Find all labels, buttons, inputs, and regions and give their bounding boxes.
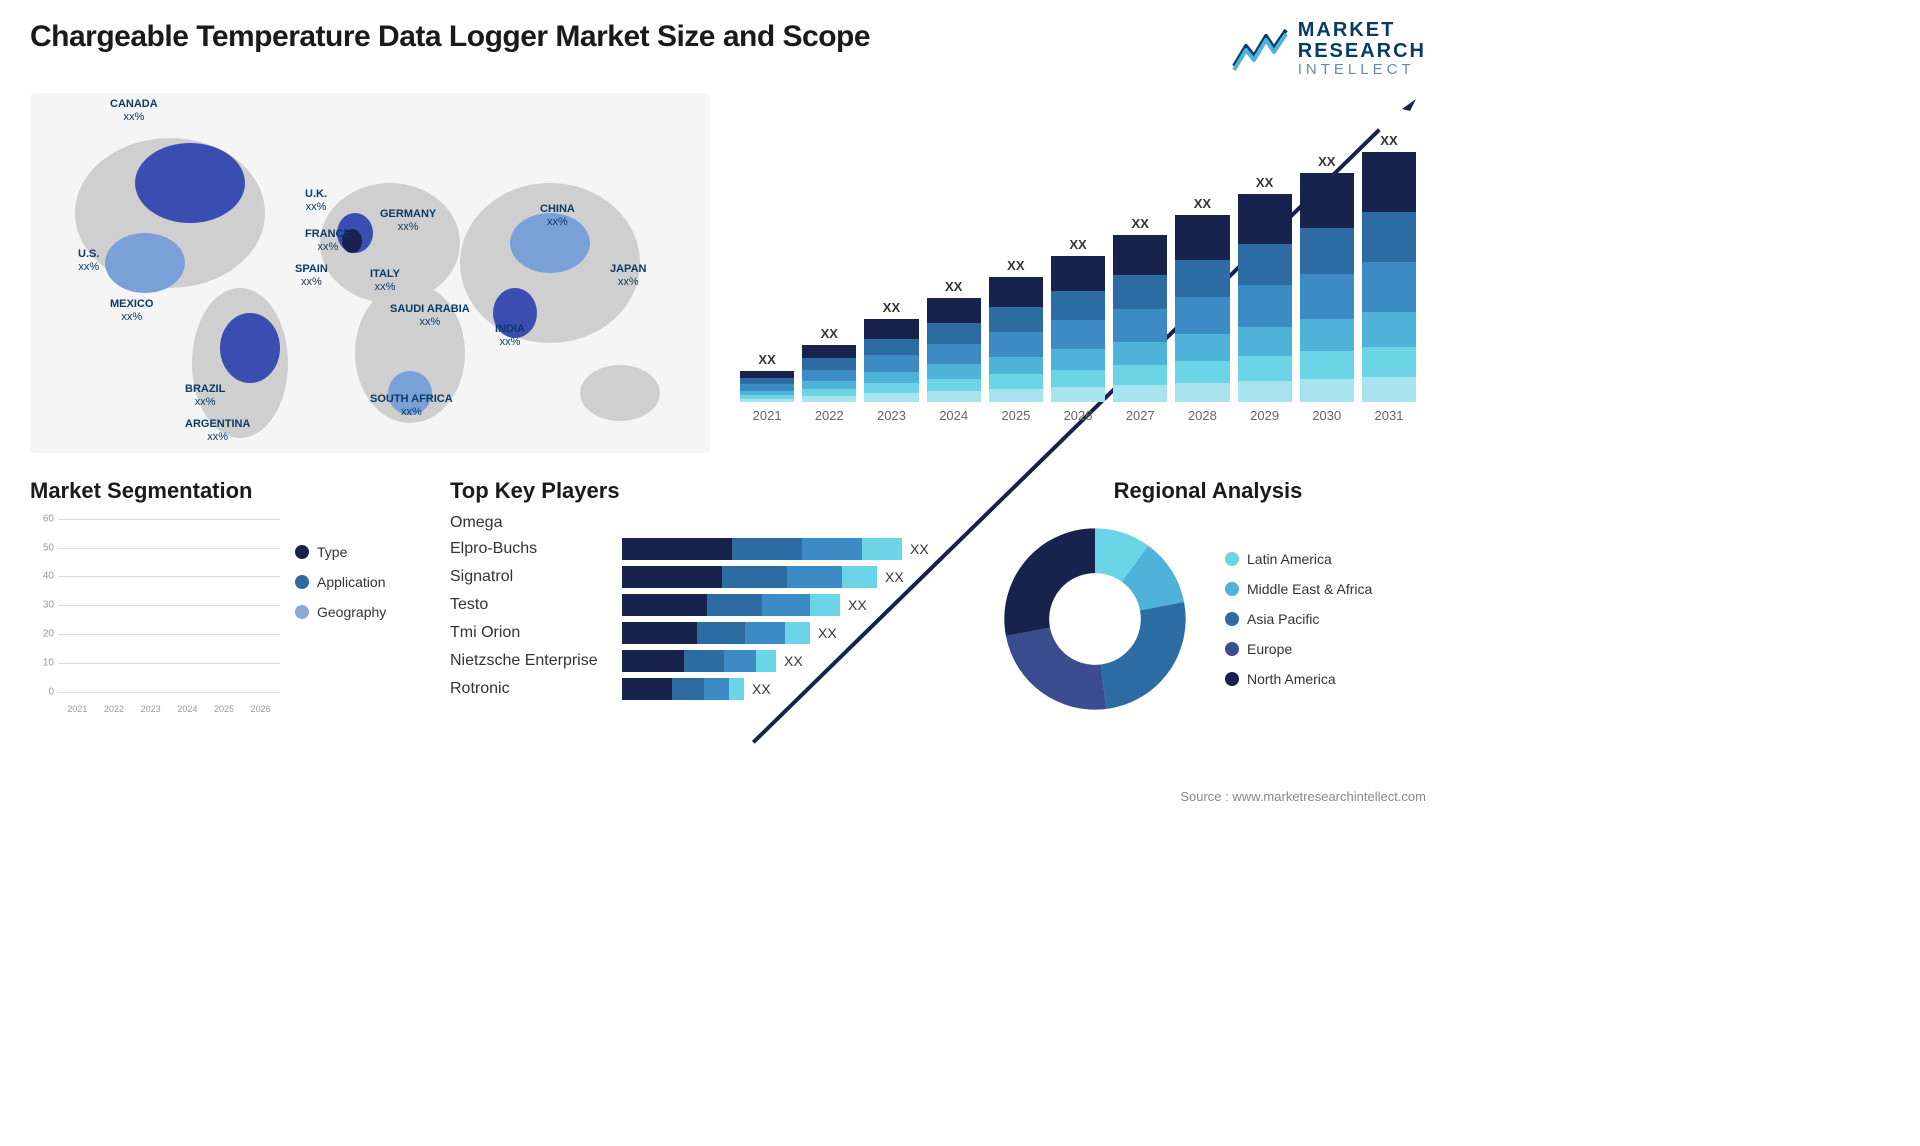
players-chart: Omega Elpro-BuchsXX SignatrolXX TestoXX Tmi … bbox=[450, 514, 970, 700]
players-title: Top Key Players bbox=[450, 478, 970, 504]
growth-bar: XX2023 bbox=[864, 300, 918, 423]
growth-bar: XX2030 bbox=[1300, 154, 1354, 423]
growth-bar: XX2027 bbox=[1113, 216, 1167, 422]
map-country-label: U.K.xx% bbox=[305, 188, 327, 214]
growth-bar: XX2031 bbox=[1362, 133, 1416, 423]
map-country-label: CHINAxx% bbox=[540, 203, 575, 229]
player-row: SignatrolXX bbox=[450, 566, 970, 588]
segmentation-chart: 0102030405060 202120222023202420252026 bbox=[30, 514, 280, 714]
regional-title: Regional Analysis bbox=[990, 478, 1426, 504]
player-row: Nietzsche EnterpriseXX bbox=[450, 650, 970, 672]
map-country-label: INDIAxx% bbox=[495, 323, 525, 349]
map-country-label: U.S.xx% bbox=[78, 248, 99, 274]
player-row: TestoXX bbox=[450, 594, 970, 616]
legend-item: Europe bbox=[1225, 641, 1372, 657]
player-row: Elpro-BuchsXX bbox=[450, 538, 970, 560]
map-country-label: FRANCExx% bbox=[305, 228, 351, 254]
market-growth-chart: XX2021XX2022XX2023XX2024XX2025XX2026XX20… bbox=[740, 93, 1426, 453]
map-country-label: ITALYxx% bbox=[370, 268, 400, 294]
player-row: Tmi OrionXX bbox=[450, 622, 970, 644]
brand-logo: MARKET RESEARCH INTELLECT bbox=[1232, 20, 1426, 78]
map-country-label: GERMANYxx% bbox=[380, 208, 436, 234]
donut-slice bbox=[1006, 627, 1106, 709]
legend-item: North America bbox=[1225, 671, 1372, 687]
map-country-label: CANADAxx% bbox=[110, 98, 158, 124]
player-row: RotronicXX bbox=[450, 678, 970, 700]
legend-item: Asia Pacific bbox=[1225, 611, 1372, 627]
donut-slice bbox=[1004, 528, 1095, 636]
world-map: CANADAxx% U.S.xx% MEXICOxx% BRAZILxx% ARGENT… bbox=[30, 93, 710, 453]
logo-line2: RESEARCH bbox=[1298, 41, 1426, 62]
page-title: Chargeable Temperature Data Logger Marke… bbox=[30, 20, 870, 54]
map-country-label: BRAZILxx% bbox=[185, 383, 225, 409]
map-country-label: ARGENTINAxx% bbox=[185, 418, 250, 444]
logo-line3: INTELLECT bbox=[1298, 62, 1426, 78]
growth-bar: XX2021 bbox=[740, 352, 794, 423]
logo-line1: MARKET bbox=[1298, 20, 1426, 41]
legend-item: Geography bbox=[295, 604, 430, 620]
segmentation-title: Market Segmentation bbox=[30, 478, 430, 504]
growth-bar: XX2024 bbox=[927, 279, 981, 423]
legend-item: Type bbox=[295, 544, 430, 560]
growth-bar: XX2026 bbox=[1051, 237, 1105, 423]
map-country-label: SAUDI ARABIAxx% bbox=[390, 303, 470, 329]
segmentation-legend: Type Application Geography bbox=[295, 514, 430, 714]
growth-bar: XX2025 bbox=[989, 258, 1043, 423]
player-row: Omega bbox=[450, 514, 970, 532]
donut-slice bbox=[1101, 602, 1186, 709]
regional-donut-chart bbox=[990, 514, 1200, 724]
map-country-label: SOUTH AFRICAxx% bbox=[370, 393, 453, 419]
map-country-label: JAPANxx% bbox=[610, 263, 646, 289]
growth-bar: XX2022 bbox=[802, 326, 856, 423]
map-country-label: MEXICOxx% bbox=[110, 298, 153, 324]
legend-item: Latin America bbox=[1225, 551, 1372, 567]
map-country-label: SPAINxx% bbox=[295, 263, 328, 289]
growth-bar: XX2029 bbox=[1238, 175, 1292, 423]
legend-item: Application bbox=[295, 574, 430, 590]
legend-item: Middle East & Africa bbox=[1225, 581, 1372, 597]
source-attribution: Source : www.marketresearchintellect.com bbox=[1180, 789, 1426, 804]
regional-legend: Latin America Middle East & Africa Asia Pa… bbox=[1225, 551, 1372, 687]
growth-bar: XX2028 bbox=[1175, 196, 1229, 423]
